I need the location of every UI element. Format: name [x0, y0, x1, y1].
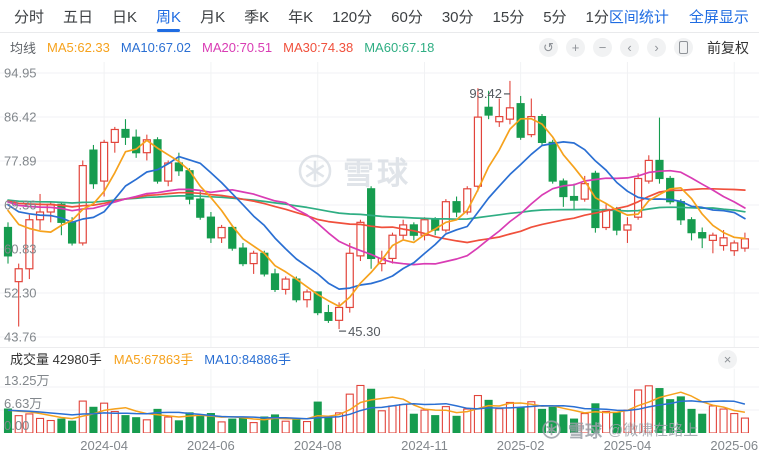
svg-text:60.83: 60.83 [4, 242, 37, 257]
volume-chart-canvas[interactable]: 13.25万 6.63万 0.00 [0, 369, 759, 433]
tab-quarterly-k[interactable]: 季K [244, 8, 270, 26]
range-stats-link[interactable]: 区间统计 [608, 8, 669, 26]
chart-controls: ↺ + − ‹ › 前复权 [539, 38, 749, 58]
tab-yearly-k[interactable]: 年K [288, 8, 314, 26]
fullscreen-link[interactable]: 全屏显示 [688, 8, 749, 26]
zoom-in-button[interactable]: + [566, 38, 585, 57]
timeframe-tabbar: 分时 五日 日K 周K 月K 季K 年K 120分 60分 30分 15分 5分 1分 区间统计 全屏显… [0, 0, 759, 33]
price-chart-canvas[interactable]: 93.42 45.30 94.95 86.42 77.89 69.36 60.83 52.30… [0, 62, 759, 347]
svg-text:45.30: 45.30 [348, 324, 381, 339]
candlestick-chart[interactable]: 93.42 45.30 94.95 86.42 77.89 69.36 60.83 52.30… [0, 62, 759, 347]
volume-header: 成交量 42980手 MA5:67863手 MA10:84886手 × [0, 347, 759, 369]
tab-60min[interactable]: 60分 [391, 8, 423, 26]
svg-text:43.76: 43.76 [4, 330, 37, 345]
time-axis-label: 2025-04 [603, 438, 652, 453]
volume-title: 成交量 42980手 [10, 352, 102, 367]
svg-text:86.42: 86.42 [4, 110, 37, 125]
timeframe-tabs: 分时 五日 日K 周K 月K 季K 年K 120分 60分 30分 15分 5分 1分 [14, 0, 609, 33]
svg-text:0.00: 0.00 [4, 418, 29, 433]
close-icon: × [723, 352, 732, 367]
svg-text:69.36: 69.36 [4, 198, 37, 213]
tab-30min[interactable]: 30分 [441, 8, 474, 26]
time-axis-label: 2025-06 [710, 438, 759, 453]
time-axis-label: 2024-08 [293, 438, 342, 453]
ma-legend-title: 均线 [10, 41, 37, 56]
adjust-mode-selector[interactable]: 前复权 [707, 39, 749, 56]
pan-left-button[interactable]: ‹ [620, 38, 639, 57]
tab-15min[interactable]: 15分 [492, 8, 525, 26]
ma-legend-values: MA5:62.33 MA10:67.02 MA20:70.51 MA30:74.38 M… [47, 40, 434, 55]
svg-text:13.25万: 13.25万 [4, 373, 50, 388]
time-axis-label: 2024-11 [401, 438, 448, 453]
mobile-icon [679, 41, 688, 54]
time-axis-label: 2024-06 [187, 438, 235, 453]
svg-text:77.89: 77.89 [4, 154, 37, 169]
mobile-button[interactable] [674, 38, 693, 57]
undo-button[interactable]: ↺ [539, 38, 558, 57]
pan-right-button[interactable]: › [647, 38, 666, 57]
time-axis-label: 2024-04 [80, 438, 128, 453]
ma-legend-item: MA30:74.38 [283, 40, 354, 55]
chart-control-buttons: ↺ + − ‹ › [539, 38, 693, 57]
ma-legend-item: MA10:67.02 [120, 40, 191, 55]
volume-ma-legend-item: MA10:84886手 [204, 352, 292, 367]
tab-weekly-k[interactable]: 周K [156, 0, 181, 33]
tab-minute[interactable]: 分时 [14, 8, 45, 26]
ma-legend-item: MA60:67.18 [364, 40, 435, 55]
svg-text:52.30: 52.30 [4, 286, 37, 301]
time-axis: 2024-04 2024-06 2024-08 2024-11 2025-02 2025-… [0, 433, 759, 460]
ma-legend-bar: 均线 MA5:62.33 MA10:67.02 MA20:70.51 MA30:74.… [0, 33, 759, 62]
volume-current-value: 42980手 [52, 352, 102, 367]
tab-120min[interactable]: 120分 [332, 8, 373, 26]
close-volume-panel-button[interactable]: × [718, 350, 737, 369]
ma-legend-item: MA5:62.33 [47, 40, 110, 55]
volume-ma-legend-item: MA5:67863手 [113, 352, 194, 367]
svg-text:6.63万: 6.63万 [4, 396, 42, 411]
volume-chart[interactable]: 13.25万 6.63万 0.00 [0, 369, 759, 433]
tab-five-day[interactable]: 五日 [63, 8, 94, 26]
topbar-actions: 区间统计 全屏显示 [609, 6, 749, 27]
tab-daily-k[interactable]: 日K [112, 8, 138, 26]
zoom-out-button[interactable]: − [593, 38, 612, 57]
volume-ma-legend: MA5:67863手 MA10:84886手 [114, 349, 291, 368]
tab-5min[interactable]: 5分 [543, 8, 567, 26]
svg-text:94.95: 94.95 [4, 66, 37, 81]
time-axis-label: 2025-02 [496, 438, 545, 453]
ma-legend-item: MA20:70.51 [202, 40, 273, 55]
tab-monthly-k[interactable]: 月K [200, 8, 226, 26]
tab-1min[interactable]: 1分 [585, 8, 609, 26]
svg-text:93.42: 93.42 [469, 86, 502, 101]
